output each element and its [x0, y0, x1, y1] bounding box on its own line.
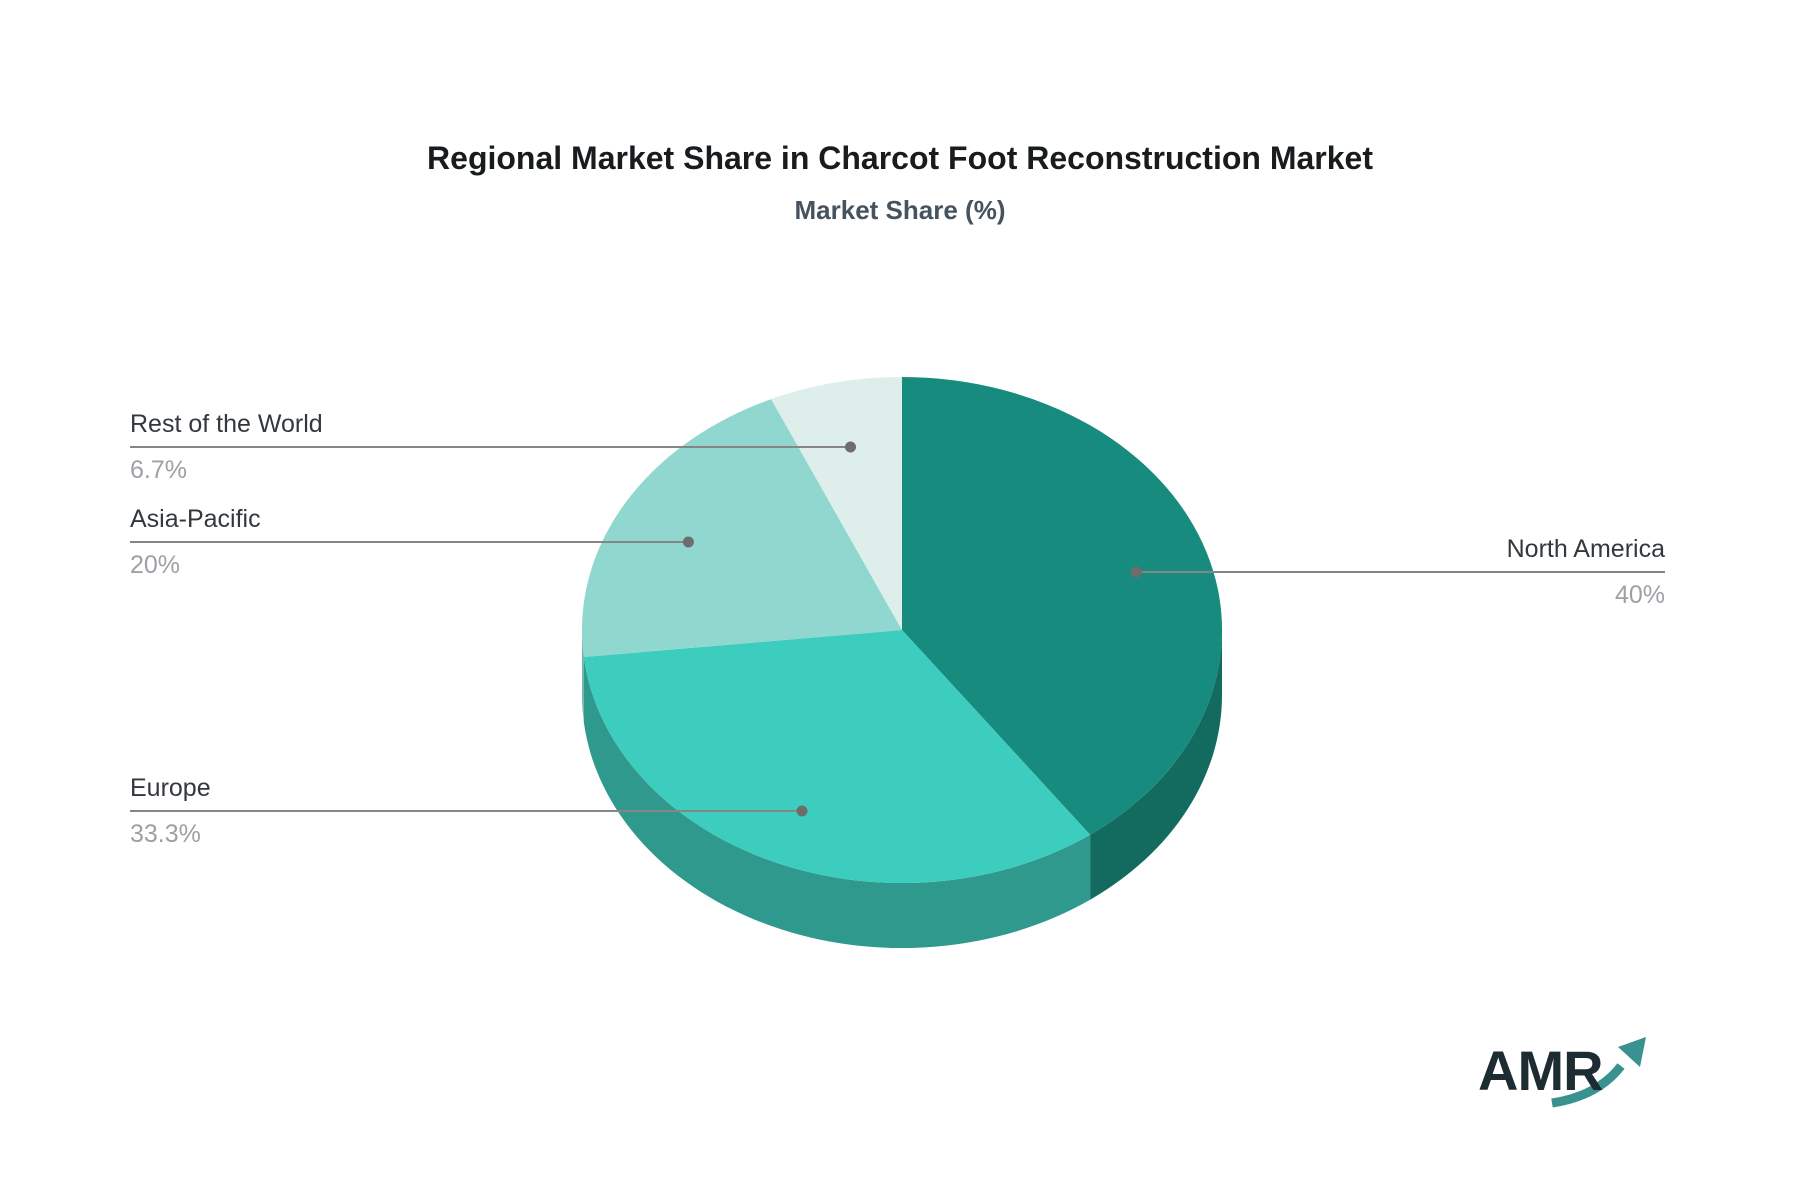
slice-value: 33.3%	[130, 820, 201, 848]
callout-rest-of-the-world: Rest of the World 6.7%	[130, 409, 323, 485]
pie-slice-side-asia-pacific	[581, 630, 584, 722]
logo-text: AMR	[1478, 1039, 1604, 1102]
leader-dot-europe	[796, 805, 808, 817]
pie-slice-europe[interactable]	[583, 630, 1091, 884]
slice-value: 40%	[1614, 581, 1665, 609]
callout-europe: Europe 33.3%	[130, 773, 211, 849]
slice-label: North America	[1506, 535, 1665, 563]
pie-slice-north-america[interactable]	[902, 377, 1223, 835]
slice-value: 20%	[130, 551, 181, 579]
chart-subtitle: Market Share (%)	[794, 195, 1006, 225]
slice-value: 6.7%	[130, 456, 187, 484]
leader-dot-asia-pacific	[682, 536, 694, 548]
pie-group	[130, 377, 1665, 949]
amr-logo	[1551, 1037, 1646, 1108]
slice-label: Rest of the World	[130, 410, 323, 438]
leader-dot-rest-of-the-world	[845, 441, 856, 453]
pie-slice-side-europe	[583, 657, 1091, 949]
slice-label: Europe	[130, 774, 211, 802]
leader-dot-north-america	[1130, 566, 1142, 578]
pie-slice-asia-pacific[interactable]	[581, 399, 902, 657]
pie-slice-rest-of-the-world[interactable]	[771, 377, 902, 630]
slice-label: Asia-Pacific	[130, 505, 261, 533]
callout-asia-pacific: Asia-Pacific 20%	[130, 504, 261, 580]
pie-slice-side-north-america	[1090, 630, 1222, 900]
chart-title: Regional Market Share in Charcot Foot Re…	[427, 140, 1373, 176]
logo-arrow-swoosh-icon	[1551, 1063, 1625, 1108]
callout-north-america: North America 40%	[1507, 534, 1665, 610]
logo-arrow-head-icon	[1618, 1037, 1646, 1067]
